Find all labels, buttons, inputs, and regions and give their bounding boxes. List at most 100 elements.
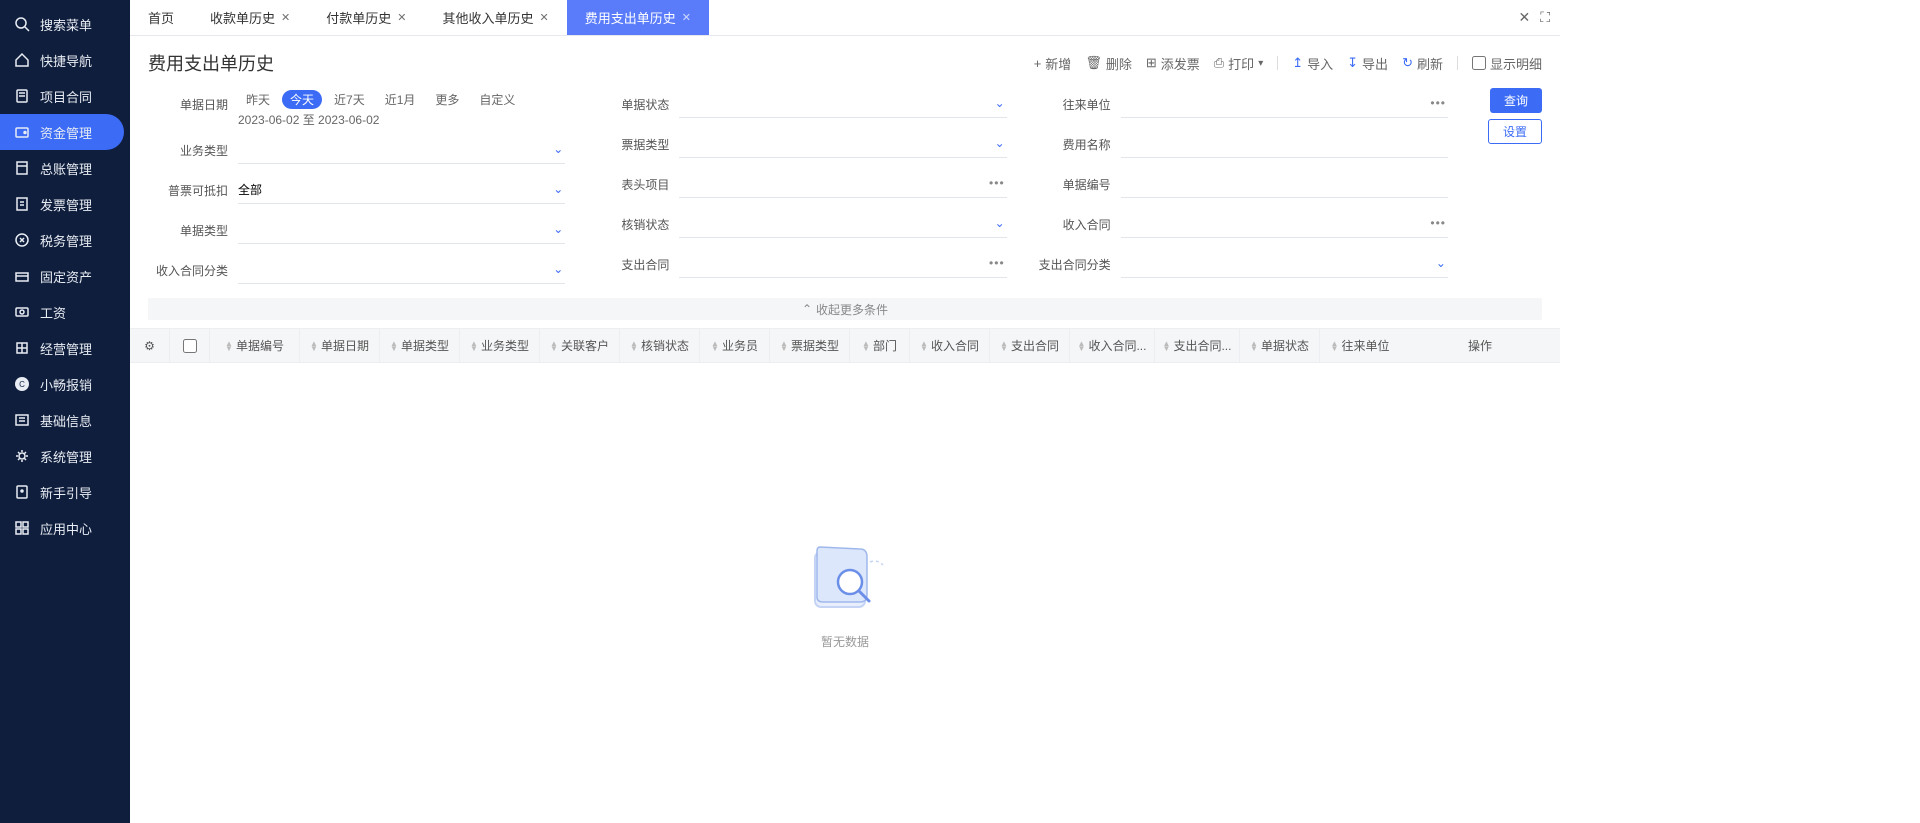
date-tag[interactable]: 更多 [427,90,467,109]
filter-input[interactable] [238,176,565,204]
column-header[interactable]: ▲▼单据类型 [380,329,460,362]
guide-icon [14,484,30,500]
close-icon[interactable]: ✕ [397,11,406,24]
filter-column-1: 单据日期 昨天今天近7天近1月更多自定义 2023-06-02 至 2023-0… [148,86,565,292]
sidebar-item-system[interactable]: 系统管理 [0,438,130,474]
column-header[interactable]: ▲▼关联客户 [540,329,620,362]
filter-input[interactable] [238,256,565,284]
sort-icon: ▲▼ [225,341,233,351]
import-button[interactable]: ↥导入 [1292,54,1333,73]
chevron-down-icon[interactable]: ⌄ [995,136,1005,150]
date-tag[interactable]: 近7天 [326,90,373,109]
more-icon[interactable]: ••• [989,256,1005,270]
sidebar-item-search[interactable]: 搜索菜单 [0,6,130,42]
column-header[interactable]: ▲▼支出合同 [990,329,1070,362]
tab[interactable]: 费用支出单历史✕ [567,0,709,35]
sidebar-item-guide[interactable]: 新手引导 [0,474,130,510]
tab[interactable]: 其他收入单历史✕ [424,0,566,35]
sidebar-item-home[interactable]: 快捷导航 [0,42,130,78]
sidebar-item-label: 工资 [40,303,66,322]
refresh-button[interactable]: ↻刷新 [1402,54,1443,73]
sidebar-item-apps[interactable]: 应用中心 [0,510,130,546]
chevron-down-icon[interactable]: ⌄ [553,262,563,276]
chevron-down-icon[interactable]: ⌄ [553,182,563,196]
filter-input[interactable] [679,90,1006,118]
chevron-down-icon[interactable]: ⌄ [995,216,1005,230]
column-header[interactable]: ▲▼业务员 [700,329,770,362]
close-icon[interactable]: ✕ [682,11,691,24]
sidebar-item-salary[interactable]: 工资 [0,294,130,330]
more-icon[interactable]: ••• [989,176,1005,190]
search-icon [14,16,30,32]
more-icon[interactable]: ••• [1430,96,1446,110]
column-label: 收入合同... [1088,337,1146,354]
show-detail-toggle[interactable]: 显示明细 [1472,54,1542,73]
close-icon[interactable]: ✕ [281,11,290,24]
column-header[interactable]: ▲▼业务类型 [460,329,540,362]
column-header[interactable]: ▲▼部门 [850,329,910,362]
filter-input[interactable] [1121,130,1448,158]
query-button[interactable]: 查询 [1490,88,1542,113]
tab[interactable]: 首页 [130,0,192,35]
chevron-down-icon[interactable]: ⌄ [553,222,563,236]
filter-input[interactable] [1121,90,1448,118]
column-header[interactable]: ▲▼收入合同... [1070,329,1155,362]
select-all-checkbox[interactable] [183,339,197,353]
filter-label: 收入合同分类 [148,256,228,279]
sidebar-item-asset[interactable]: 固定资产 [0,258,130,294]
close-icon[interactable]: ✕ [540,11,549,24]
collapse-filters-button[interactable]: ⌃ 收起更多条件 [148,298,1542,320]
column-label: 关联客户 [561,337,609,354]
column-header[interactable]: ▲▼票据类型 [770,329,850,362]
new-button[interactable]: +新增 [1034,54,1072,73]
filter-input[interactable] [679,250,1006,278]
sidebar-item-invoice[interactable]: 发票管理 [0,186,130,222]
filter-input[interactable] [238,216,565,244]
filter-input[interactable] [238,136,565,164]
chevron-down-icon[interactable]: ⌄ [1436,256,1446,270]
delete-button[interactable]: 🗑删除 [1085,54,1132,73]
column-header[interactable]: ▲▼支出合同... [1155,329,1240,362]
close-all-tabs-icon[interactable]: ✕ [1518,9,1530,26]
date-tag[interactable]: 近1月 [377,90,424,109]
chevron-down-icon[interactable]: ⌄ [553,142,563,156]
tab[interactable]: 收款单历史✕ [192,0,308,35]
sidebar-item-ledger[interactable]: 总账管理 [0,150,130,186]
date-tag[interactable]: 今天 [282,90,322,109]
filter-input[interactable] [679,170,1006,198]
date-tag[interactable]: 昨天 [238,90,278,109]
export-button[interactable]: ↧导出 [1347,54,1388,73]
add-invoice-button[interactable]: ⊞添发票 [1146,54,1200,73]
column-header[interactable]: ▲▼单据状态 [1240,329,1320,362]
sidebar-item-doc[interactable]: 项目合同 [0,78,130,114]
tab[interactable]: 付款单历史✕ [308,0,424,35]
filter-input[interactable] [679,130,1006,158]
more-icon[interactable]: ••• [1430,216,1446,230]
table-settings-button[interactable]: ⚙ [130,329,170,362]
show-detail-checkbox[interactable] [1472,56,1486,70]
sidebar-item-info[interactable]: 基础信息 [0,402,130,438]
fullscreen-icon[interactable]: ⛶ [1540,9,1550,26]
column-header[interactable]: ▲▼收入合同 [910,329,990,362]
sidebar-item-tax[interactable]: 税务管理 [0,222,130,258]
asset-icon [14,268,30,284]
column-label: 部门 [873,337,897,354]
sidebar-item-label: 基础信息 [40,411,92,430]
date-range-tags: 昨天今天近7天近1月更多自定义 [238,90,565,109]
column-header[interactable]: ▲▼往来单位 [1320,329,1400,362]
sidebar-item-reimburse[interactable]: C小畅报销 [0,366,130,402]
sidebar-item-wallet[interactable]: 资金管理 [0,114,124,150]
chevron-down-icon[interactable]: ⌄ [995,96,1005,110]
sidebar-item-biz[interactable]: 经营管理 [0,330,130,366]
date-tag[interactable]: 自定义 [471,90,523,109]
filter-input[interactable] [1121,250,1448,278]
filter-input[interactable] [1121,210,1448,238]
filter-input[interactable] [1121,170,1448,198]
settings-button[interactable]: 设置 [1488,119,1542,144]
filter-row: 往来单位••• [1031,86,1448,126]
filter-input[interactable] [679,210,1006,238]
column-header[interactable]: ▲▼核销状态 [620,329,700,362]
print-button[interactable]: ⎙打印▾ [1214,54,1263,73]
column-header[interactable]: ▲▼单据日期 [300,329,380,362]
column-header[interactable]: ▲▼单据编号 [210,329,300,362]
